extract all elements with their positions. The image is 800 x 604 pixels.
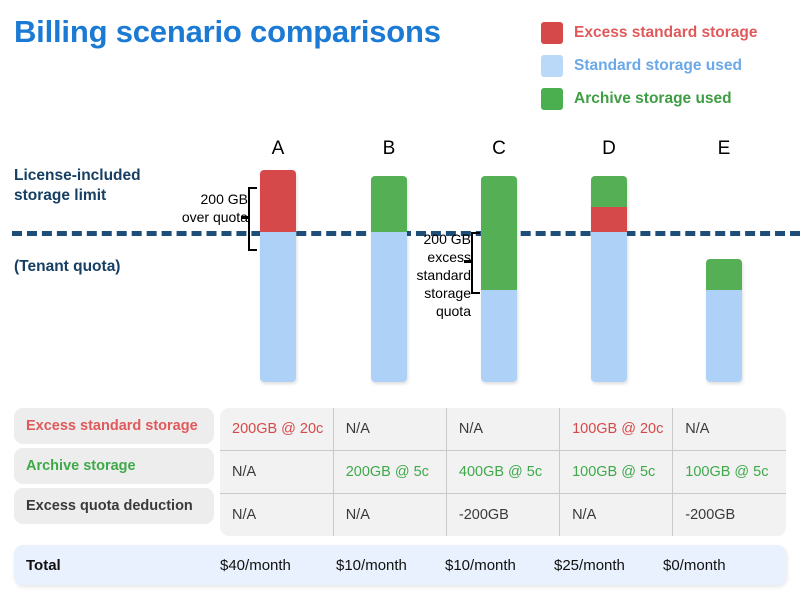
cell-deduction-d: N/A: [559, 493, 674, 536]
stacked-bar-chart: License-included storage limit (Tenant q…: [0, 130, 800, 395]
annotation-excess-quota-line3: standard: [416, 267, 471, 283]
annotation-over-quota: 200 GB over quota: [126, 187, 257, 251]
total-row: Total $40/month $10/month $10/month $25/…: [14, 545, 786, 585]
bracket-icon: [471, 232, 480, 294]
legend-item-label: Excess standard storage: [574, 24, 758, 41]
bar-segment-archive-storage-used: [371, 176, 407, 232]
annotation-excess-quota: 200 GB excess standard storage quota: [353, 230, 480, 320]
column-letter-b: B: [382, 138, 396, 159]
bracket-tick-icon: [241, 216, 248, 219]
square-swatch-icon: [541, 55, 563, 77]
annotation-excess-quota-line4: storage: [424, 285, 471, 301]
column-letter-e: E: [717, 138, 731, 159]
license-limit-label-line2: storage limit: [14, 187, 107, 204]
bar-segment-excess-standard-storage: [260, 170, 296, 232]
bar-e[interactable]: [706, 259, 742, 382]
column-letter-a: A: [271, 138, 285, 159]
cell-deduction-a: N/A: [220, 493, 334, 536]
cell-archive-d: 100GB @ 5c: [559, 450, 674, 494]
billing-values-grid: 200GB @ 20c N/A N/A 100GB @ 20c N/A N/A …: [220, 408, 786, 536]
total-value-a: $40/month: [220, 556, 291, 574]
cell-archive-b: 200GB @ 5c: [333, 450, 447, 494]
bar-segment-standard-storage-used: [591, 232, 627, 382]
cell-excess-c: N/A: [446, 408, 561, 451]
bar-segment-archive-storage-used: [481, 176, 517, 290]
row-label-column: Excess standard storage Archive storage …: [14, 408, 214, 524]
total-value-c: $10/month: [445, 556, 516, 574]
legend-item-excess-standard-storage: Excess standard storage: [541, 22, 758, 44]
table-row: 200GB @ 20c N/A N/A 100GB @ 20c N/A: [220, 408, 786, 451]
legend-item-archive-storage-used: Archive storage used: [541, 88, 758, 110]
row-label-excess-standard-storage: Excess standard storage: [14, 408, 214, 444]
cell-excess-d: 100GB @ 20c: [559, 408, 674, 451]
square-swatch-icon: [541, 88, 563, 110]
total-value-b: $10/month: [336, 556, 407, 574]
column-letter-d: D: [602, 138, 616, 159]
cell-excess-e: N/A: [672, 408, 786, 451]
cell-deduction-e: -200GB: [685, 507, 736, 523]
cell-archive-c: 400GB @ 5c: [446, 450, 561, 494]
bar-segment-standard-storage-used: [260, 232, 296, 382]
table-row: N/A 200GB @ 5c 400GB @ 5c 100GB @ 5c 100…: [220, 450, 786, 494]
page-title: Billing scenario comparisons: [14, 14, 441, 49]
tenant-quota-label: (Tenant quota): [14, 258, 121, 275]
bar-segment-archive-storage-used: [706, 259, 742, 290]
bar-d[interactable]: [591, 176, 627, 382]
row-label-excess-quota-deduction: Excess quota deduction: [14, 488, 214, 524]
chart-legend: Excess standard storage Standard storage…: [541, 22, 758, 110]
legend-item-label: Standard storage used: [574, 57, 742, 74]
column-letter-c: C: [492, 138, 506, 159]
total-label: Total: [26, 556, 61, 574]
bracket-tick-icon: [464, 260, 471, 263]
annotation-over-quota-line2: over quota: [181, 209, 248, 225]
bracket-icon: [248, 187, 257, 251]
annotation-excess-quota-line2: excess: [427, 249, 471, 265]
total-value-e: $0/month: [663, 556, 726, 574]
cell-deduction-c: -200GB: [446, 493, 561, 536]
cell-excess-b: N/A: [333, 408, 447, 451]
annotation-over-quota-line1: 200 GB: [200, 191, 248, 207]
table-row: N/A N/A -200GB N/A -200GB: [220, 493, 786, 536]
legend-item-label: Archive storage used: [574, 90, 732, 107]
bar-segment-standard-storage-used: [371, 232, 407, 382]
cell-archive-e: 100GB @ 5c: [672, 450, 786, 494]
bar-c[interactable]: [481, 176, 517, 382]
bar-segment-standard-storage-used: [481, 290, 517, 382]
bar-b[interactable]: [371, 176, 407, 382]
license-limit-label-line1: License-included: [14, 167, 141, 184]
square-swatch-icon: [541, 22, 563, 44]
cell-excess-a: 200GB @ 20c: [220, 408, 334, 451]
annotation-excess-quota-line1: 200 GB: [423, 231, 471, 247]
cell-deduction-b: N/A: [333, 493, 447, 536]
annotation-excess-quota-line5: quota: [435, 303, 471, 319]
total-value-d: $25/month: [554, 556, 625, 574]
bar-segment-archive-storage-used: [591, 176, 627, 207]
bar-segment-excess-standard-storage: [591, 207, 627, 232]
bar-a[interactable]: [260, 170, 296, 382]
cell-archive-a: N/A: [220, 450, 334, 494]
bar-segment-standard-storage-used: [706, 290, 742, 382]
legend-item-standard-storage-used: Standard storage used: [541, 55, 758, 77]
row-label-archive-storage: Archive storage: [14, 448, 214, 484]
license-limit-label: License-included storage limit: [14, 166, 141, 206]
